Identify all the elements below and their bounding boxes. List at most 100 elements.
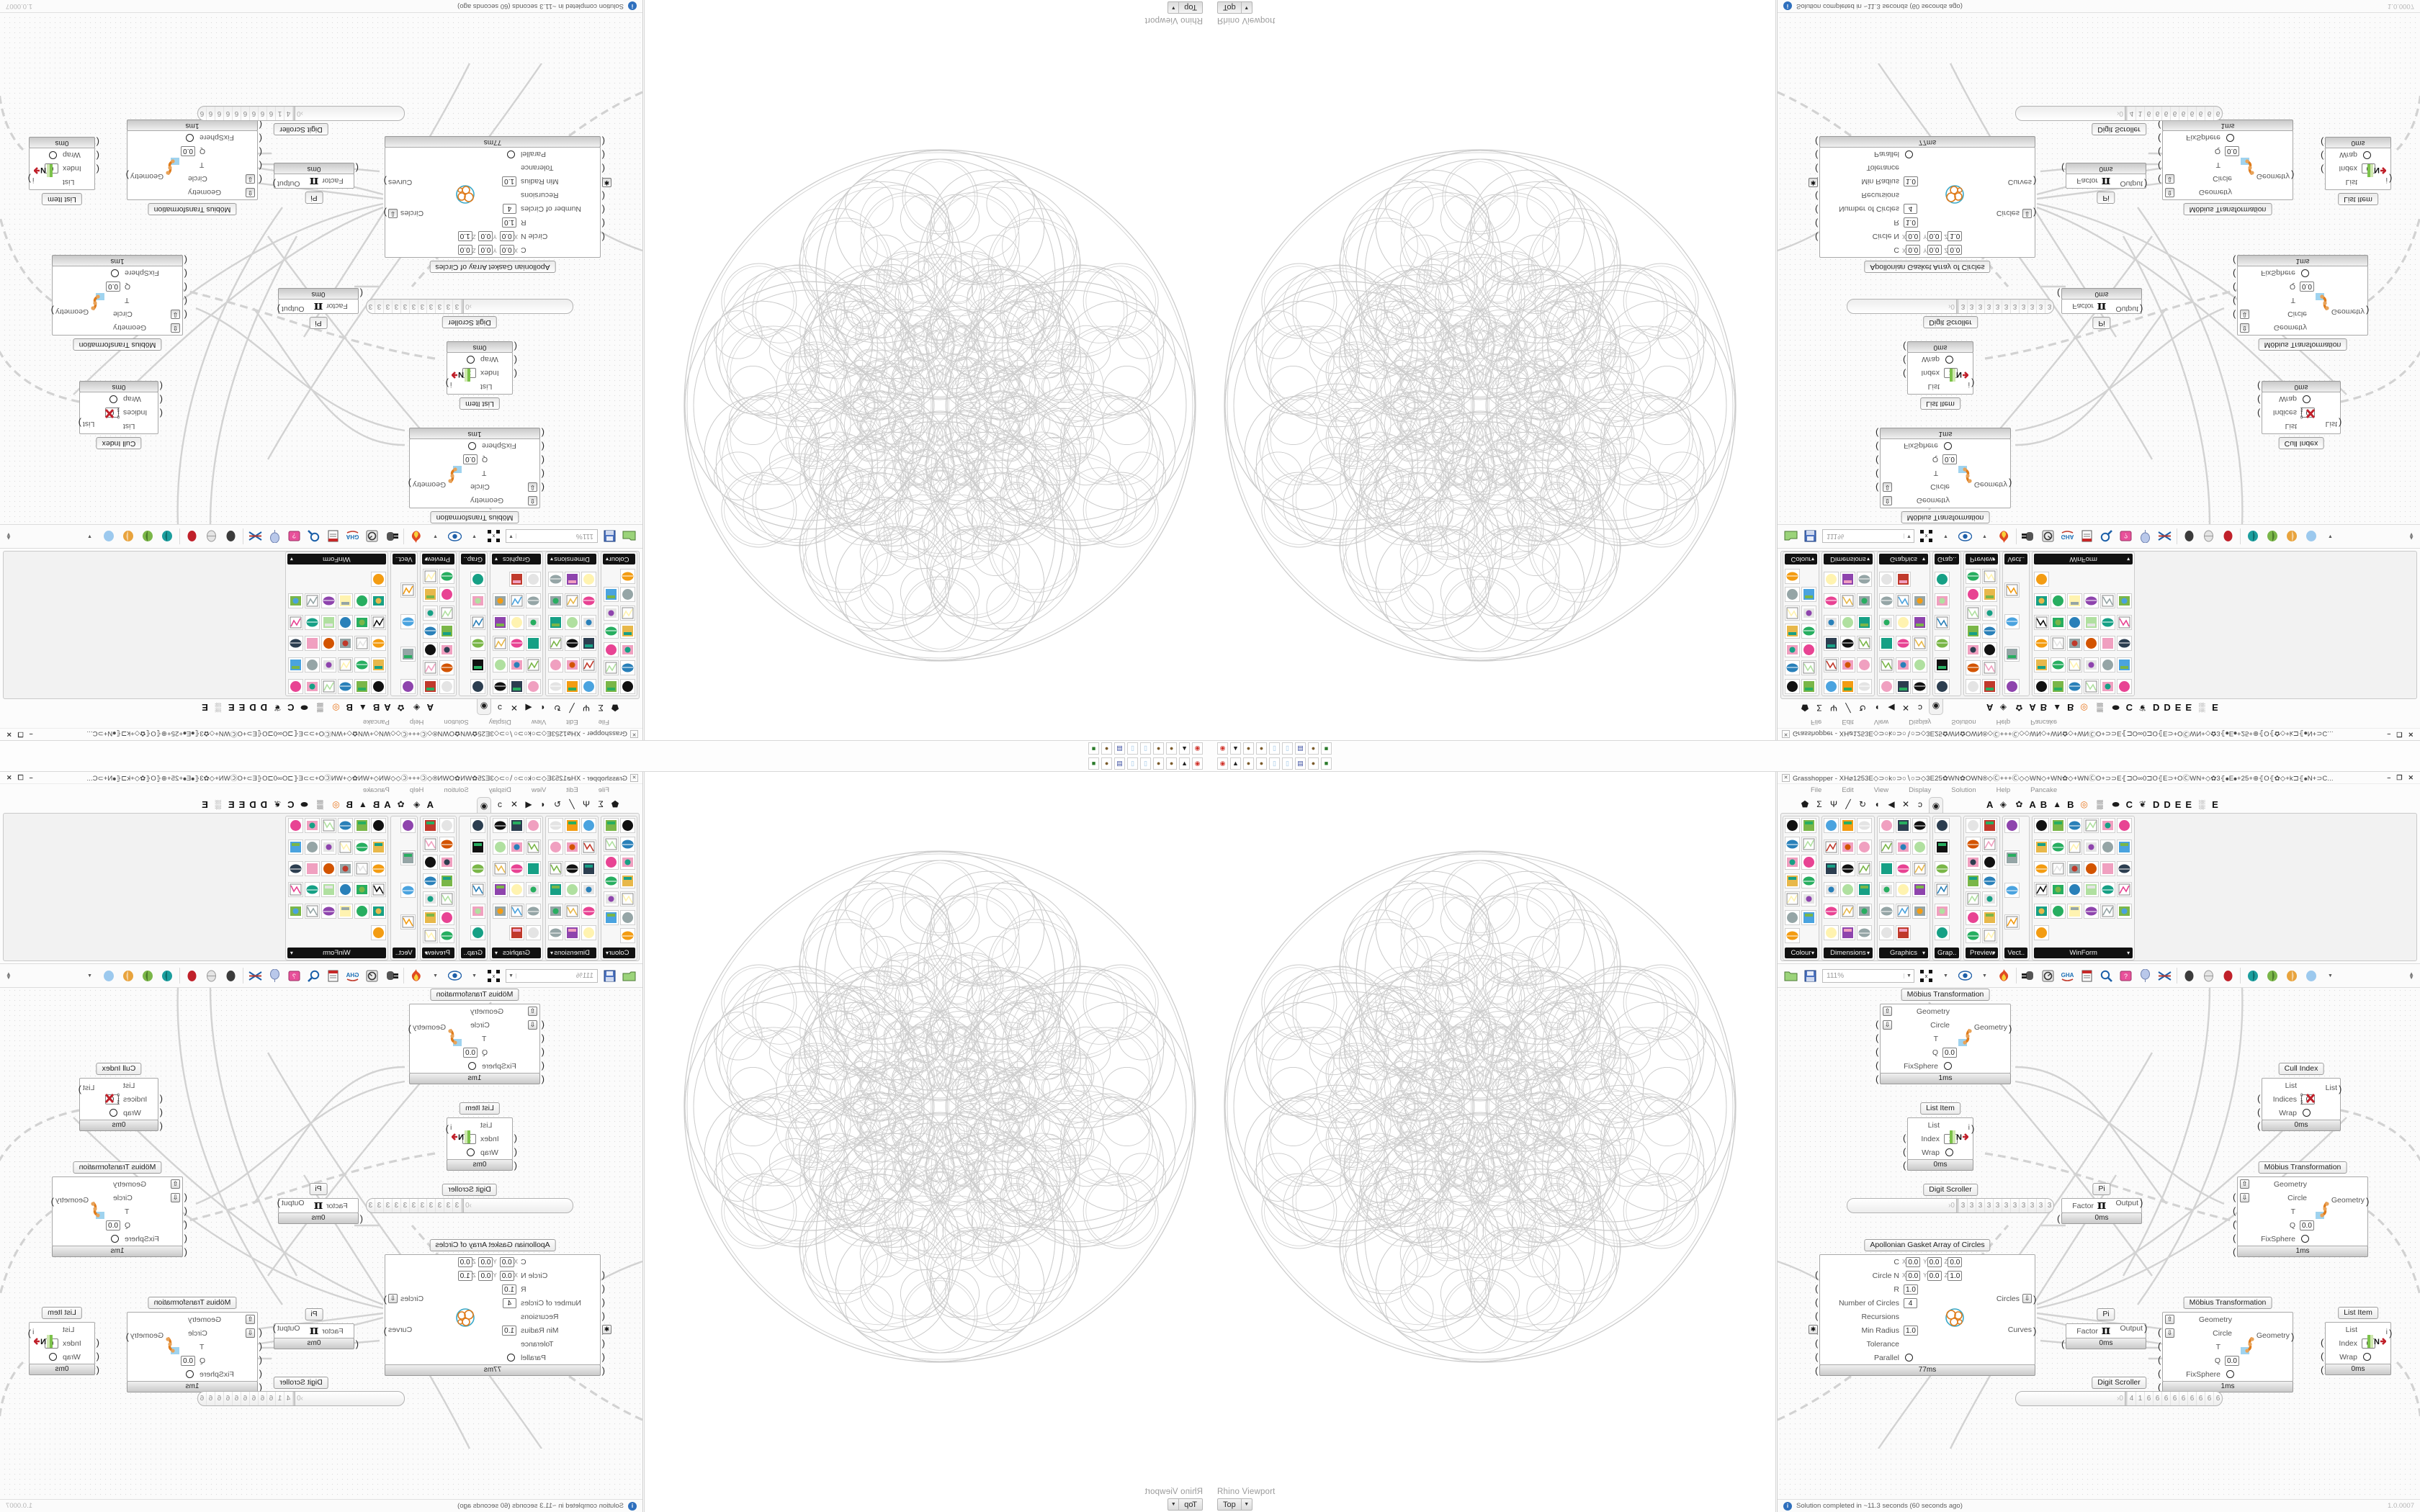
component-icon[interactable] [2004,818,2020,833]
text-editor-icon[interactable]: ▯ [1269,742,1280,755]
component-icon[interactable] [604,660,619,676]
category-tabs-left[interactable]: ⬟ Σ Ψ ╱ ↻ ◖ ◀ ✕ ɔ ◉ [477,699,621,715]
component-icon[interactable] [1896,925,1911,941]
graft-arrow-icon[interactable]: ⇩ [171,310,180,319]
component-icon[interactable] [1840,860,1855,876]
component-input-row[interactable]: ⇩ Circle [2163,1326,2293,1340]
component-icon[interactable] [2067,679,2083,694]
category-tab-icon-0[interactable]: ⬟ [1801,799,1809,809]
scroller-digit[interactable]: 3 [1967,1199,1976,1212]
maximize-button[interactable]: ❐ [2396,731,2403,739]
preview-eye-icon[interactable] [1958,529,1973,544]
component-icon[interactable] [2084,860,2099,876]
component-icon[interactable] [2100,657,2116,673]
component-icon[interactable] [1801,587,1816,603]
taskbar-icon-list[interactable]: ◉ ▲ ● ● ▯ ▯ ▤ ● ■ [1217,742,1332,755]
chevron-down-icon[interactable]: ▾ [424,950,428,956]
boolean-toggle[interactable] [467,356,475,364]
category-tab-icon-2[interactable]: Ψ [582,703,591,713]
component-icon[interactable] [439,568,454,584]
ribbon-tab-11[interactable]: ❦ [2138,703,2146,713]
component-input-row[interactable]: Parallel [385,1351,600,1364]
component-icon[interactable] [581,818,596,833]
component-icon[interactable] [1966,909,1981,925]
terminal-icon[interactable]: ■ [1321,757,1332,770]
boolean-toggle[interactable] [186,1370,194,1378]
output-port[interactable]: ) [445,378,449,390]
component-icon[interactable] [354,614,369,630]
ribbon-panel-tab-preview[interactable]: Preview ▾ [421,948,454,958]
component-icon[interactable] [2067,593,2083,608]
component-icon[interactable] [439,605,454,621]
component-body[interactable]: (⇧ Geometry(⇩ Circle(T(Q 0.0(FixSphere Geome… [126,120,262,200]
ribbon-tab-2[interactable]: ✿ [2015,703,2023,713]
rhino-view-dropdown[interactable]: Top ▼ [1168,1,1203,14]
vector-component-input[interactable]: 0.0 [1906,231,1921,242]
firefox-icon[interactable]: ● [1153,742,1164,755]
scroller-digit[interactable]: 3 [2027,300,2036,313]
component-icon[interactable] [1966,836,1981,852]
ribbon-tab-2[interactable]: ✿ [2015,799,2023,809]
component-input-row[interactable]: FixSphere [410,439,539,453]
component-icon[interactable] [2117,839,2133,855]
component-icon[interactable] [2051,904,2066,919]
component-icon[interactable] [1912,679,1927,694]
ribbon-tab-10[interactable]: C [287,798,295,810]
input-port[interactable]: ( [1903,1146,1906,1157]
input-port[interactable]: ( [184,282,187,293]
component-input-row[interactable]: Recursions [1820,189,2035,202]
component-icon[interactable] [2117,636,2133,652]
input-port[interactable]: ( [1815,1351,1819,1362]
ribbon-tab-10[interactable]: C [2125,798,2133,810]
component-icon[interactable] [1935,593,1950,608]
input-port[interactable]: ( [2233,1219,2236,1230]
ribbon-panel-tab-graph[interactable]: Grap.. [1935,948,1960,958]
component-icon[interactable] [565,904,580,919]
ribbon-tab-8[interactable]: ▒ [317,799,323,809]
component-icon[interactable] [565,593,580,608]
open-file-icon[interactable] [622,968,637,984]
input-port[interactable]: ( [259,1341,262,1351]
input-port[interactable]: ( [541,1074,544,1084]
scroller-digit[interactable]: 3 [393,1199,401,1212]
output-port[interactable]: ) [2389,174,2393,185]
component-icon[interactable] [2084,679,2099,694]
input-port[interactable]: ( [96,1364,99,1375]
component-icon[interactable] [2004,582,2020,598]
category-tab-icon-8[interactable]: ɔ [498,703,502,713]
input-port[interactable]: ( [2321,137,2324,148]
menu-item-file[interactable]: File [1811,718,1822,726]
component-input-row[interactable]: FixSphere [2163,1367,2293,1381]
zoom-extents-icon[interactable]: x [1919,968,1934,984]
boolean-toggle[interactable] [49,151,57,159]
boolean-toggle[interactable] [111,1235,119,1243]
component-input-row[interactable]: Q 0.0 [53,1218,182,1232]
component-icon[interactable] [354,679,369,694]
component-icon[interactable] [565,818,580,833]
component-icon[interactable] [1801,605,1816,621]
scroller-digit[interactable]: 6 [2179,107,2187,120]
component-icon[interactable] [1935,571,1950,587]
input-port[interactable]: ( [514,1146,517,1157]
component-icon[interactable] [304,904,320,919]
profiler-icon[interactable] [364,968,380,984]
component-icon[interactable] [470,593,485,608]
component-icon[interactable] [2004,614,2020,630]
number-input[interactable]: 0.0 [1942,454,1957,465]
input-port[interactable]: ( [541,1019,544,1030]
chevron-down-icon[interactable]: ▼ [1943,973,1948,978]
component-input-row[interactable]: Min Radius 1.0 [385,1323,600,1337]
component-icon[interactable] [581,839,596,855]
scroller-digit[interactable]: 6 [259,107,267,120]
component-icon[interactable] [2067,614,2083,630]
component-icon[interactable] [581,614,596,630]
graft-arrow-icon[interactable]: ⇩ [2165,174,2174,184]
zoom-extents-icon[interactable]: x [486,968,501,984]
input-port[interactable]: ( [2233,282,2236,293]
help-icon[interactable]: ? [287,968,302,984]
ribbon-panel-tab-vector[interactable]: Vect.. [392,554,416,564]
category-tab-icon-6[interactable]: ◀ [525,799,532,809]
mesh-preview-icon[interactable] [160,968,175,984]
vector-component-input[interactable]: 0.0 [1906,1256,1921,1267]
